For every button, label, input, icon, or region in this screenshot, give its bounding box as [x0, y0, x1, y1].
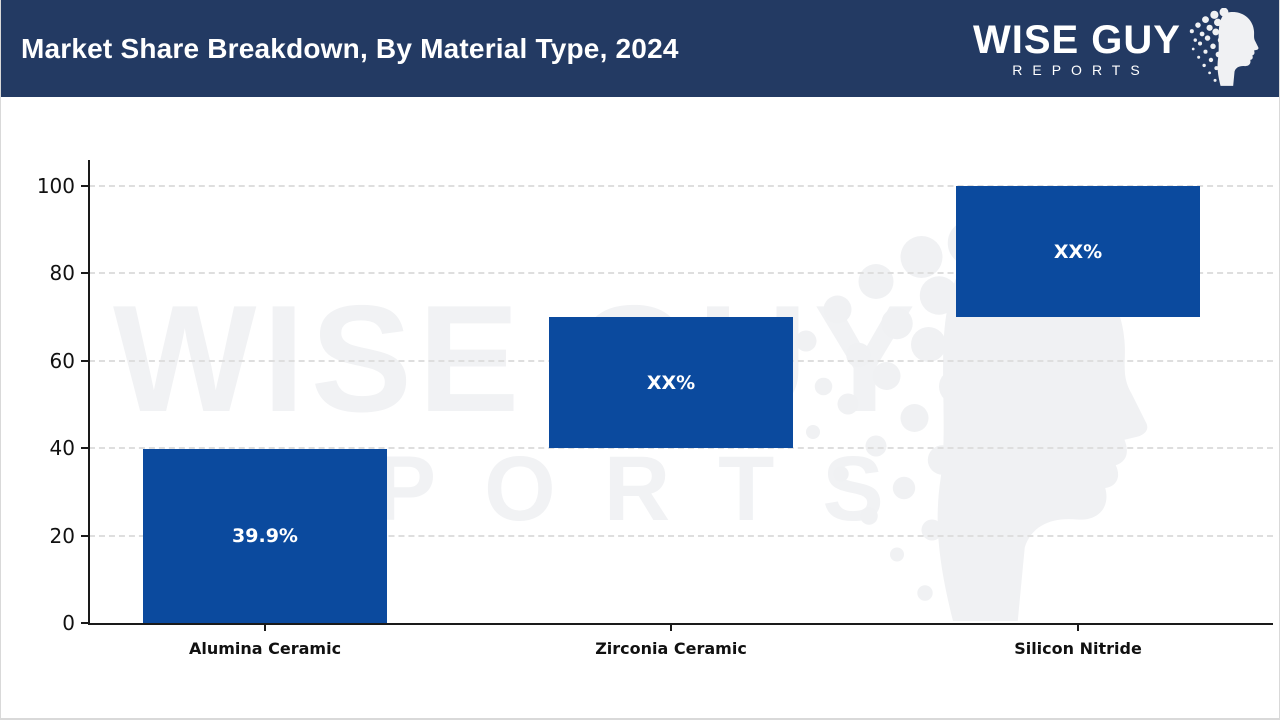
y-tick-label: 40 [49, 436, 75, 461]
x-category-label-silicon-nitride: Silicon Nitride [1014, 639, 1142, 658]
page-title: Market Share Breakdown, By Material Type… [21, 32, 679, 64]
y-tick-label: 20 [49, 523, 75, 548]
logo-text: WISE GUY REPORTS [973, 20, 1181, 77]
logo-face-icon [1189, 7, 1259, 86]
x-category-label-alumina-ceramic: Alumina Ceramic [188, 639, 342, 658]
y-tick-mark [81, 447, 89, 450]
y-tick-label: 100 [36, 174, 75, 198]
bar-alumina-ceramic: 39.9% [143, 448, 387, 623]
y-tick-mark [81, 359, 89, 362]
header-bar: Market Share Breakdown, By Material Type… [1, 0, 1279, 97]
y-tick-mark [81, 185, 89, 187]
y-tick-mark [81, 534, 89, 537]
wise-guy-reports-logo: WISE GUY REPORTS [973, 7, 1267, 90]
bar-value-label: XX% [646, 371, 696, 394]
bar-zirconia-ceramic: XX% [549, 317, 793, 449]
logo-reports-label: REPORTS [1012, 62, 1150, 78]
x-tick-mark [1077, 623, 1079, 631]
y-axis-line [88, 160, 90, 625]
bar-silicon-nitride: XX% [956, 186, 1200, 318]
x-axis-line [88, 623, 1273, 625]
gridline [89, 447, 1273, 450]
y-tick-mark [81, 622, 89, 624]
x-tick-mark [670, 623, 672, 631]
y-tick-label: 0 [62, 611, 75, 635]
gridline [89, 185, 1273, 187]
x-category-label-zirconia-ceramic: Zirconia Ceramic [595, 639, 747, 658]
bar-value-label: XX% [1053, 240, 1103, 263]
y-tick-label: 60 [49, 348, 75, 373]
x-tick-mark [264, 623, 266, 631]
y-tick-mark [81, 272, 89, 275]
bar-value-label: 39.9% [232, 524, 298, 547]
y-tick-label: 80 [49, 261, 75, 286]
logo-wiseguy-label: WISE GUY [972, 18, 1181, 62]
gridline [89, 534, 1273, 537]
gridline [89, 272, 1273, 275]
